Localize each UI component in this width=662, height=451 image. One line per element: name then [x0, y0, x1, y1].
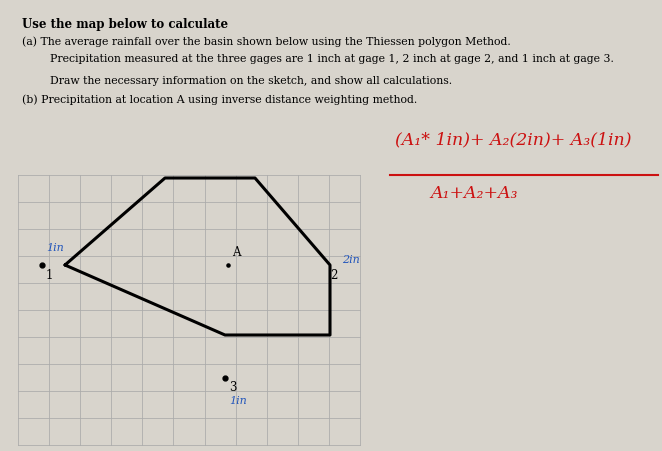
Text: Draw the necessary information on the sketch, and show all calculations.: Draw the necessary information on the sk… — [50, 76, 452, 86]
Text: Use the map below to calculate: Use the map below to calculate — [22, 18, 228, 31]
Text: 1in: 1in — [229, 396, 247, 406]
Text: 1in: 1in — [46, 243, 64, 253]
Text: (A₁* 1in)+ A₂(2in)+ A₃(1in): (A₁* 1in)+ A₂(2in)+ A₃(1in) — [395, 131, 632, 148]
Text: (b) Precipitation at location A using inverse distance weighting method.: (b) Precipitation at location A using in… — [22, 94, 417, 105]
Text: 2in: 2in — [342, 255, 359, 265]
Text: A₁+A₂+A₃: A₁+A₂+A₃ — [430, 185, 518, 202]
Text: Precipitation measured at the three gages are 1 inch at gage 1, 2 inch at gage 2: Precipitation measured at the three gage… — [50, 54, 614, 64]
Text: 3: 3 — [229, 381, 236, 394]
Text: (a) The average rainfall over the basin shown below using the Thiessen polygon M: (a) The average rainfall over the basin … — [22, 36, 511, 46]
Text: 1: 1 — [46, 269, 54, 282]
Text: 2: 2 — [330, 269, 338, 282]
Text: A: A — [232, 246, 240, 259]
